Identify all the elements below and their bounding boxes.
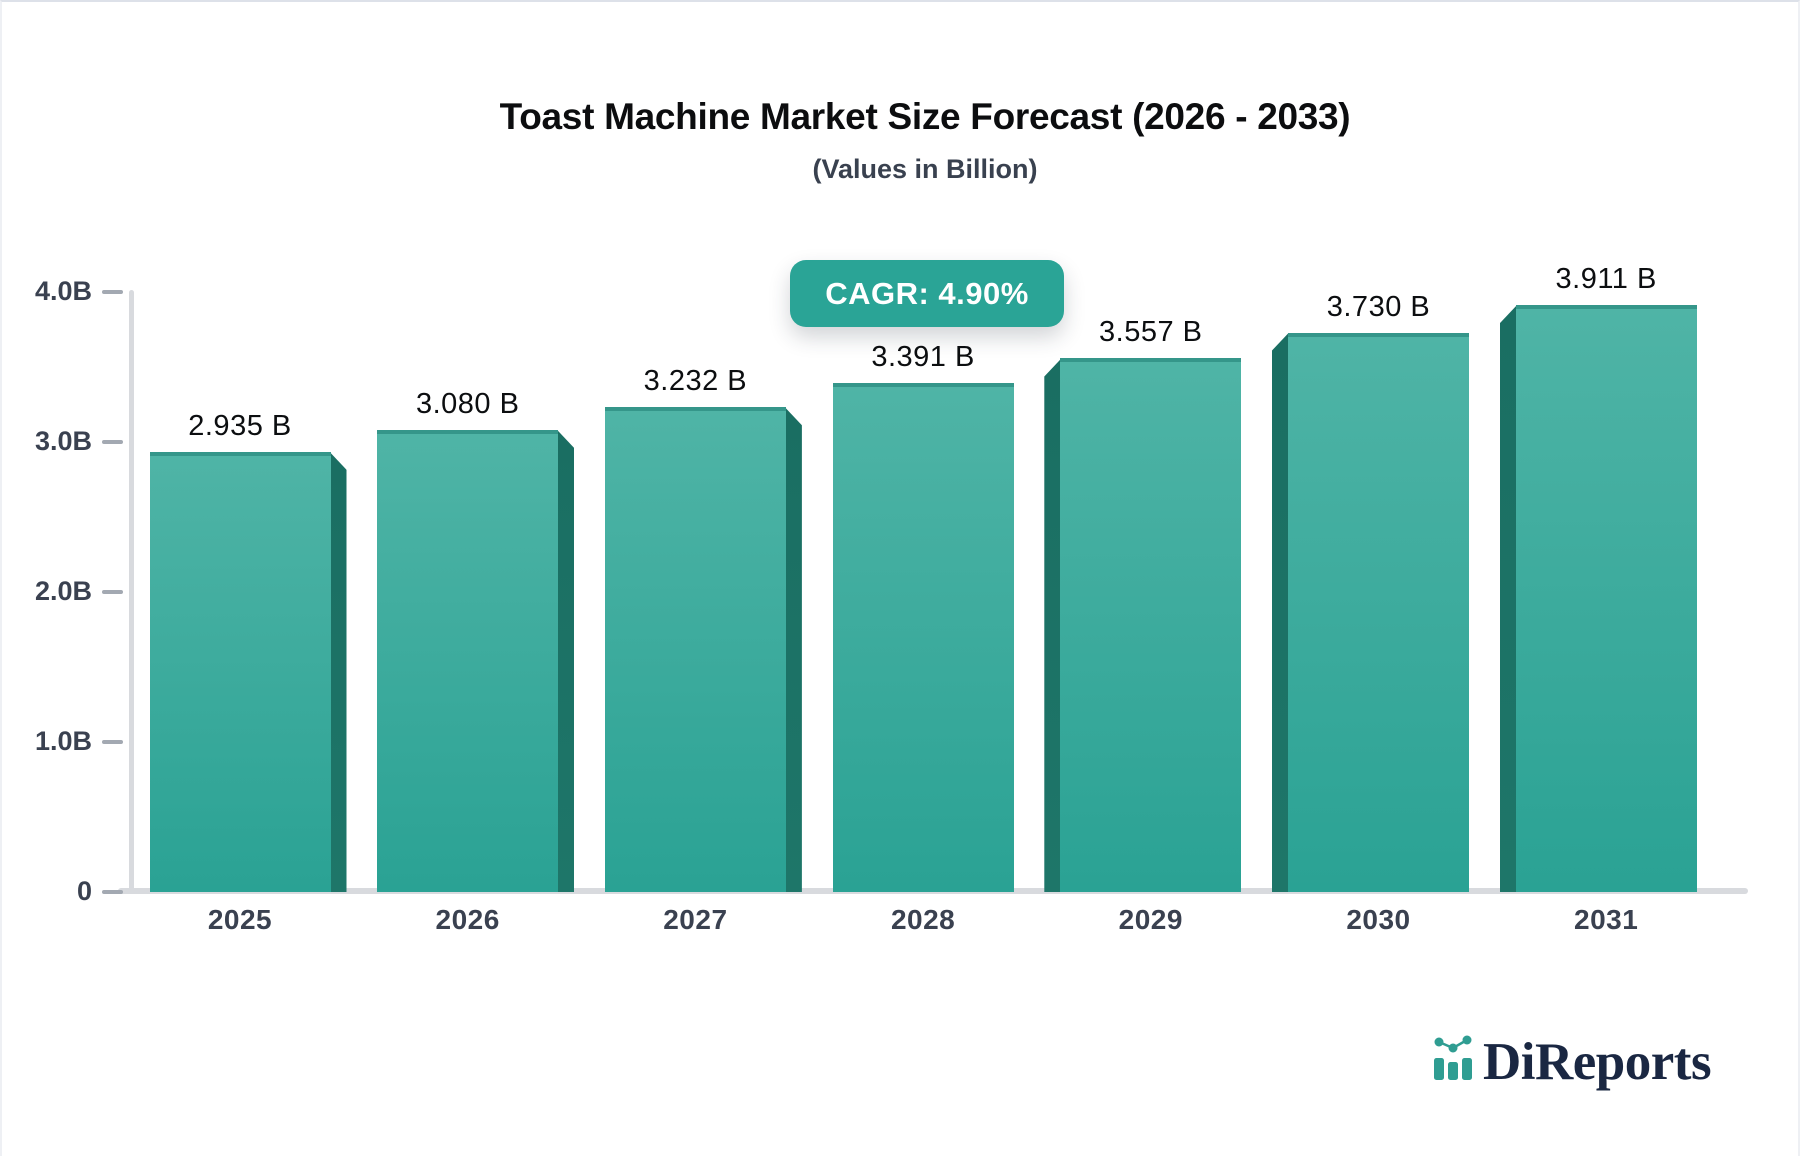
cagr-label: CAGR: 4.90% xyxy=(825,275,1029,311)
y-tick-label: 4.0B xyxy=(34,276,92,306)
x-axis-label-2027: 2027 xyxy=(663,904,728,935)
y-axis-line xyxy=(129,290,134,892)
y-tick-label: 2.0B xyxy=(34,576,92,606)
bar-3d-side-2029 xyxy=(1044,358,1062,892)
chart-title: Toast Machine Market Size Forecast (2026… xyxy=(499,96,1351,137)
bar-2031 xyxy=(1515,305,1697,892)
bar-2029 xyxy=(1060,358,1242,892)
bar-chart-trend-icon xyxy=(1434,1035,1472,1080)
bar-3d-side-2025 xyxy=(329,451,347,892)
y-tick-dash xyxy=(102,290,123,294)
bar-3d-side-2027 xyxy=(784,407,802,892)
y-tick-dash xyxy=(102,440,123,444)
y-tick-dash xyxy=(102,590,123,594)
chart-subtitle: (Values in Billion) xyxy=(812,154,1038,184)
x-axis-label-2029: 2029 xyxy=(1118,904,1183,935)
direports-logo: DiReports xyxy=(1432,1030,1712,1091)
logo-text: DiReports xyxy=(1483,1033,1712,1091)
y-tick-label: 0 xyxy=(76,876,92,906)
bar-2030 xyxy=(1288,332,1469,892)
y-tick-dash xyxy=(102,890,123,894)
bar-3d-side-2030 xyxy=(1272,332,1289,892)
value-label-2028: 3.391 B xyxy=(871,341,975,374)
bar-2028 xyxy=(832,383,1014,892)
y-tick-dash xyxy=(102,740,123,744)
value-label-2026: 3.080 B xyxy=(415,388,520,420)
y-tick-label: 1.0B xyxy=(34,726,92,756)
x-axis-label-2030: 2030 xyxy=(1346,904,1411,935)
bar-2026 xyxy=(377,430,559,892)
x-axis-label-2028: 2028 xyxy=(890,904,956,935)
value-label-2031: 3.911 B xyxy=(1555,263,1657,296)
value-label-2030: 3.730 B xyxy=(1326,290,1431,323)
bar-3d-side-2026 xyxy=(557,430,575,892)
cagr-badge: CAGR: 4.90% xyxy=(790,260,1064,327)
x-axis-label-2026: 2026 xyxy=(435,904,500,935)
bar-3d-side-2031 xyxy=(1499,305,1517,892)
bar-2027 xyxy=(604,407,786,892)
x-axis-label-2025: 2025 xyxy=(207,904,273,935)
chart-header: Toast Machine Market Size Forecast (2026… xyxy=(52,96,1798,185)
y-tick-label: 3.0B xyxy=(34,426,92,456)
x-axis-label-2031: 2031 xyxy=(1574,904,1639,935)
value-label-2027: 3.232 B xyxy=(643,365,748,398)
value-label-2029: 3.557 B xyxy=(1099,316,1203,349)
value-label-2025: 2.935 B xyxy=(188,409,292,442)
bar-2025 xyxy=(149,451,331,892)
